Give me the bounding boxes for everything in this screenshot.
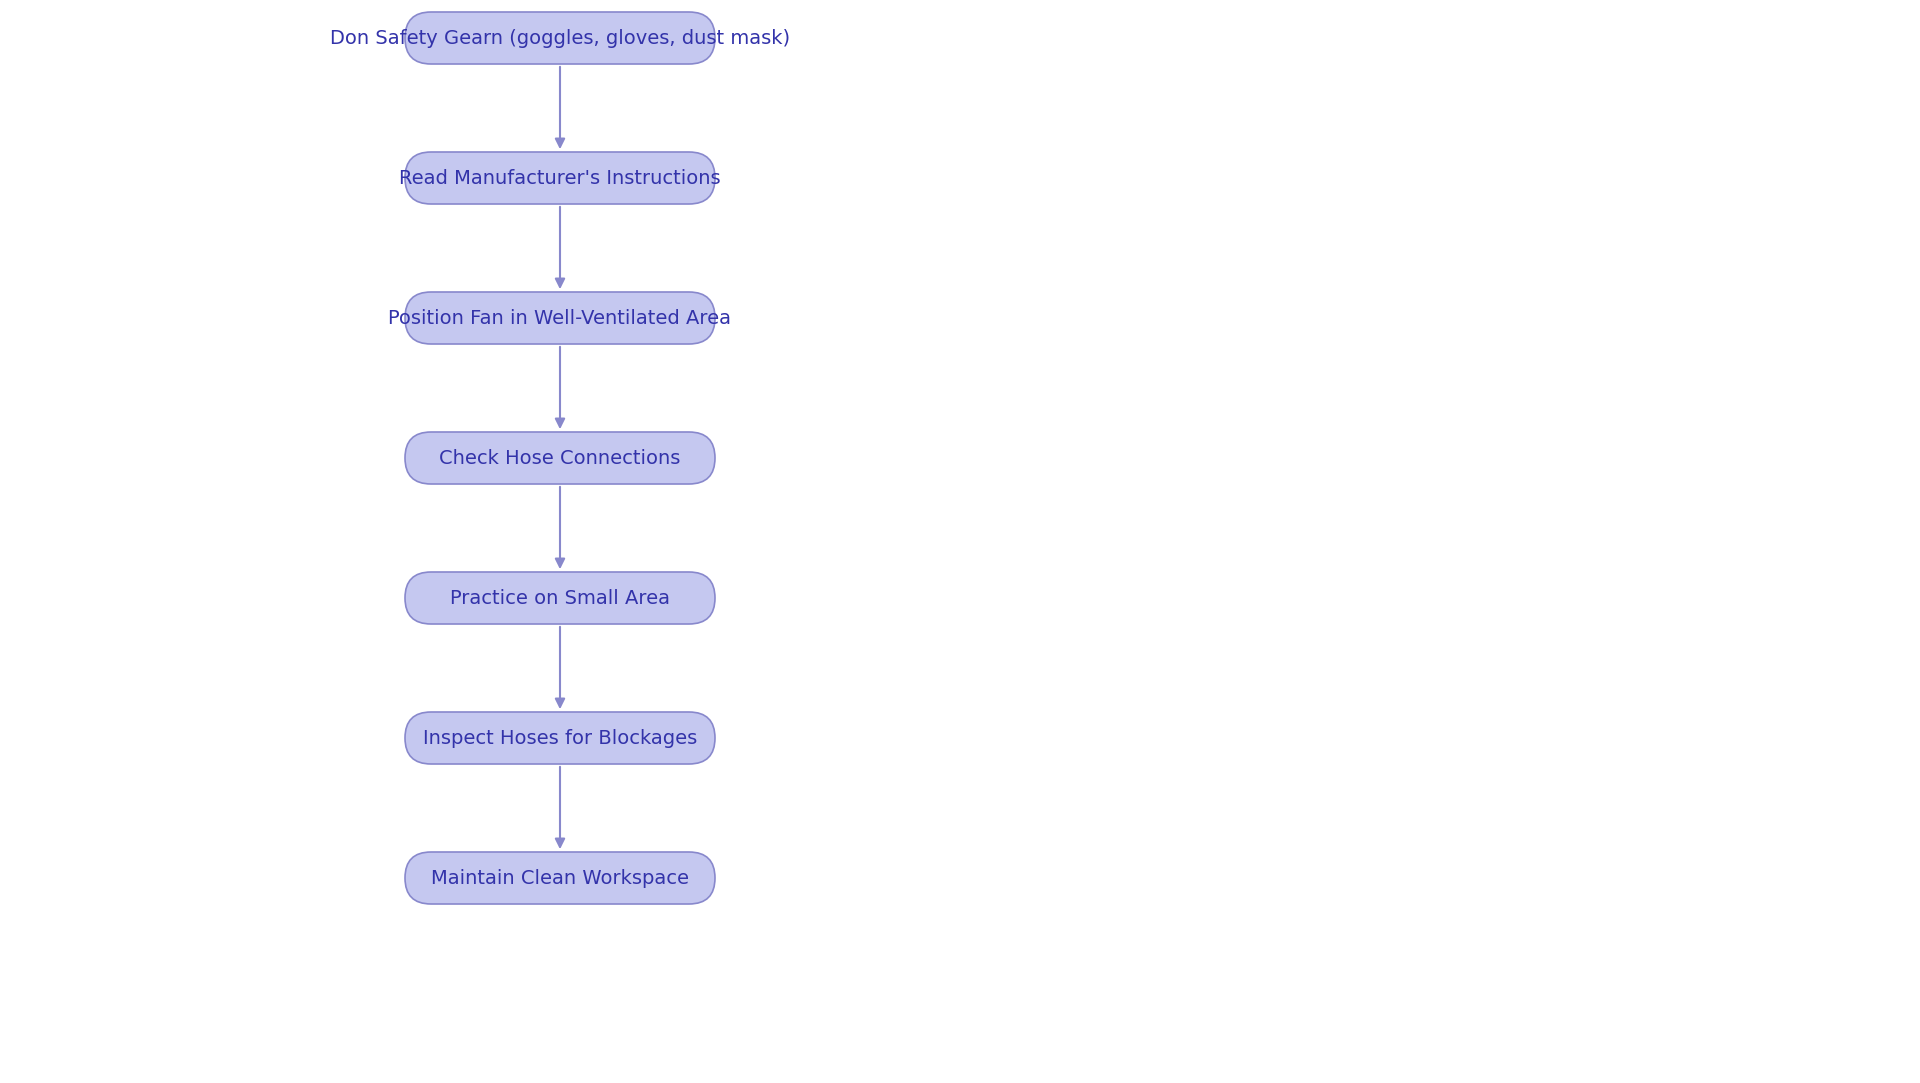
FancyBboxPatch shape bbox=[405, 12, 714, 64]
Text: Maintain Clean Workspace: Maintain Clean Workspace bbox=[430, 869, 689, 887]
FancyBboxPatch shape bbox=[405, 152, 714, 204]
Text: Inspect Hoses for Blockages: Inspect Hoses for Blockages bbox=[422, 729, 697, 747]
Text: Practice on Small Area: Practice on Small Area bbox=[449, 588, 670, 608]
Text: Position Fan in Well-Ventilated Area: Position Fan in Well-Ventilated Area bbox=[388, 309, 732, 327]
FancyBboxPatch shape bbox=[405, 712, 714, 764]
Text: Read Manufacturer's Instructions: Read Manufacturer's Instructions bbox=[399, 169, 720, 187]
Text: Don Safety Gearn (goggles, gloves, dust mask): Don Safety Gearn (goggles, gloves, dust … bbox=[330, 28, 789, 48]
Text: Check Hose Connections: Check Hose Connections bbox=[440, 448, 682, 468]
FancyBboxPatch shape bbox=[405, 292, 714, 344]
FancyBboxPatch shape bbox=[405, 572, 714, 624]
FancyBboxPatch shape bbox=[405, 432, 714, 484]
FancyBboxPatch shape bbox=[405, 852, 714, 904]
